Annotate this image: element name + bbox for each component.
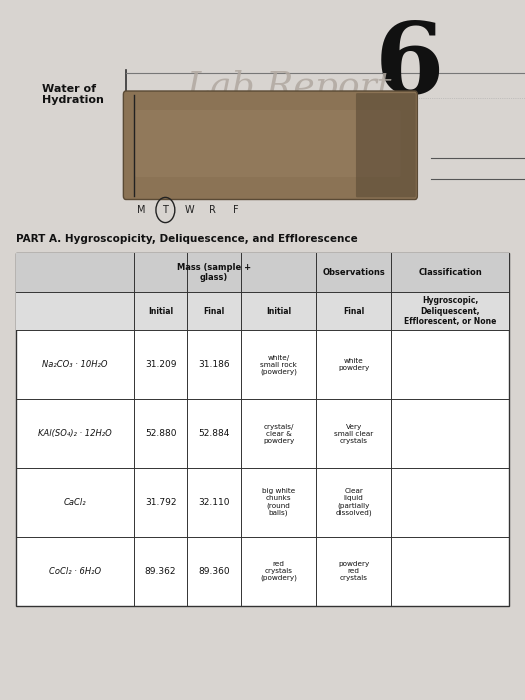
Text: M: M: [138, 205, 146, 215]
Text: 31.209: 31.209: [145, 360, 176, 370]
Text: Na₂CO₃ · 10H₂O: Na₂CO₃ · 10H₂O: [42, 360, 108, 370]
Text: Observations: Observations: [322, 268, 385, 277]
Bar: [16, 292, 509, 330]
Text: powdery
red
crystals: powdery red crystals: [338, 561, 369, 581]
Bar: [16, 253, 509, 292]
Text: red
crystals
(powdery): red crystals (powdery): [260, 561, 297, 582]
FancyBboxPatch shape: [356, 93, 416, 197]
Text: 32.110: 32.110: [198, 498, 230, 507]
Text: KAl(SO₄)₂ · 12H₂O: KAl(SO₄)₂ · 12H₂O: [38, 429, 112, 438]
Text: 52.880: 52.880: [145, 429, 176, 438]
Text: 31.792: 31.792: [145, 498, 176, 507]
Text: Final: Final: [343, 307, 364, 316]
Text: 6: 6: [375, 18, 444, 115]
FancyBboxPatch shape: [135, 110, 401, 177]
Text: CaCl₂: CaCl₂: [64, 498, 86, 507]
Text: white
powdery: white powdery: [338, 358, 369, 371]
Text: PART A. Hygroscopicity, Deliquescence, and Efflorescence: PART A. Hygroscopicity, Deliquescence, a…: [16, 234, 358, 244]
Text: 89.360: 89.360: [198, 566, 230, 575]
Text: F: F: [234, 205, 239, 215]
Text: Initial: Initial: [148, 307, 173, 316]
Text: Initial: Initial: [266, 307, 291, 316]
Text: 31.186: 31.186: [198, 360, 230, 370]
Bar: [16, 253, 509, 606]
Text: white/
small rock
(powdery): white/ small rock (powdery): [260, 354, 297, 375]
Text: crystals/
clear &
powdery: crystals/ clear & powdery: [263, 424, 294, 444]
Text: Final: Final: [204, 307, 225, 316]
Text: CoCl₂ · 6H₂O: CoCl₂ · 6H₂O: [49, 566, 101, 575]
Text: Mass (sample +
glass): Mass (sample + glass): [177, 263, 251, 282]
Text: 52.884: 52.884: [198, 429, 230, 438]
Text: Lab Report: Lab Report: [186, 71, 392, 104]
Text: Hygroscopic,
Deliquescent,
Efflorescent, or None: Hygroscopic, Deliquescent, Efflorescent,…: [404, 296, 497, 326]
Text: Water of
Hydration: Water of Hydration: [42, 84, 104, 105]
Text: R: R: [209, 205, 216, 215]
FancyBboxPatch shape: [123, 91, 417, 200]
Text: Classification: Classification: [418, 268, 482, 277]
Text: 89.362: 89.362: [145, 566, 176, 575]
Text: big white
chunks
(round
balls): big white chunks (round balls): [262, 489, 295, 517]
Text: W: W: [184, 205, 194, 215]
Text: Clear
liquid
(partially
dissolved): Clear liquid (partially dissolved): [335, 489, 372, 517]
Text: T: T: [162, 205, 169, 215]
Text: Very
small clear
crystals: Very small clear crystals: [334, 424, 373, 444]
